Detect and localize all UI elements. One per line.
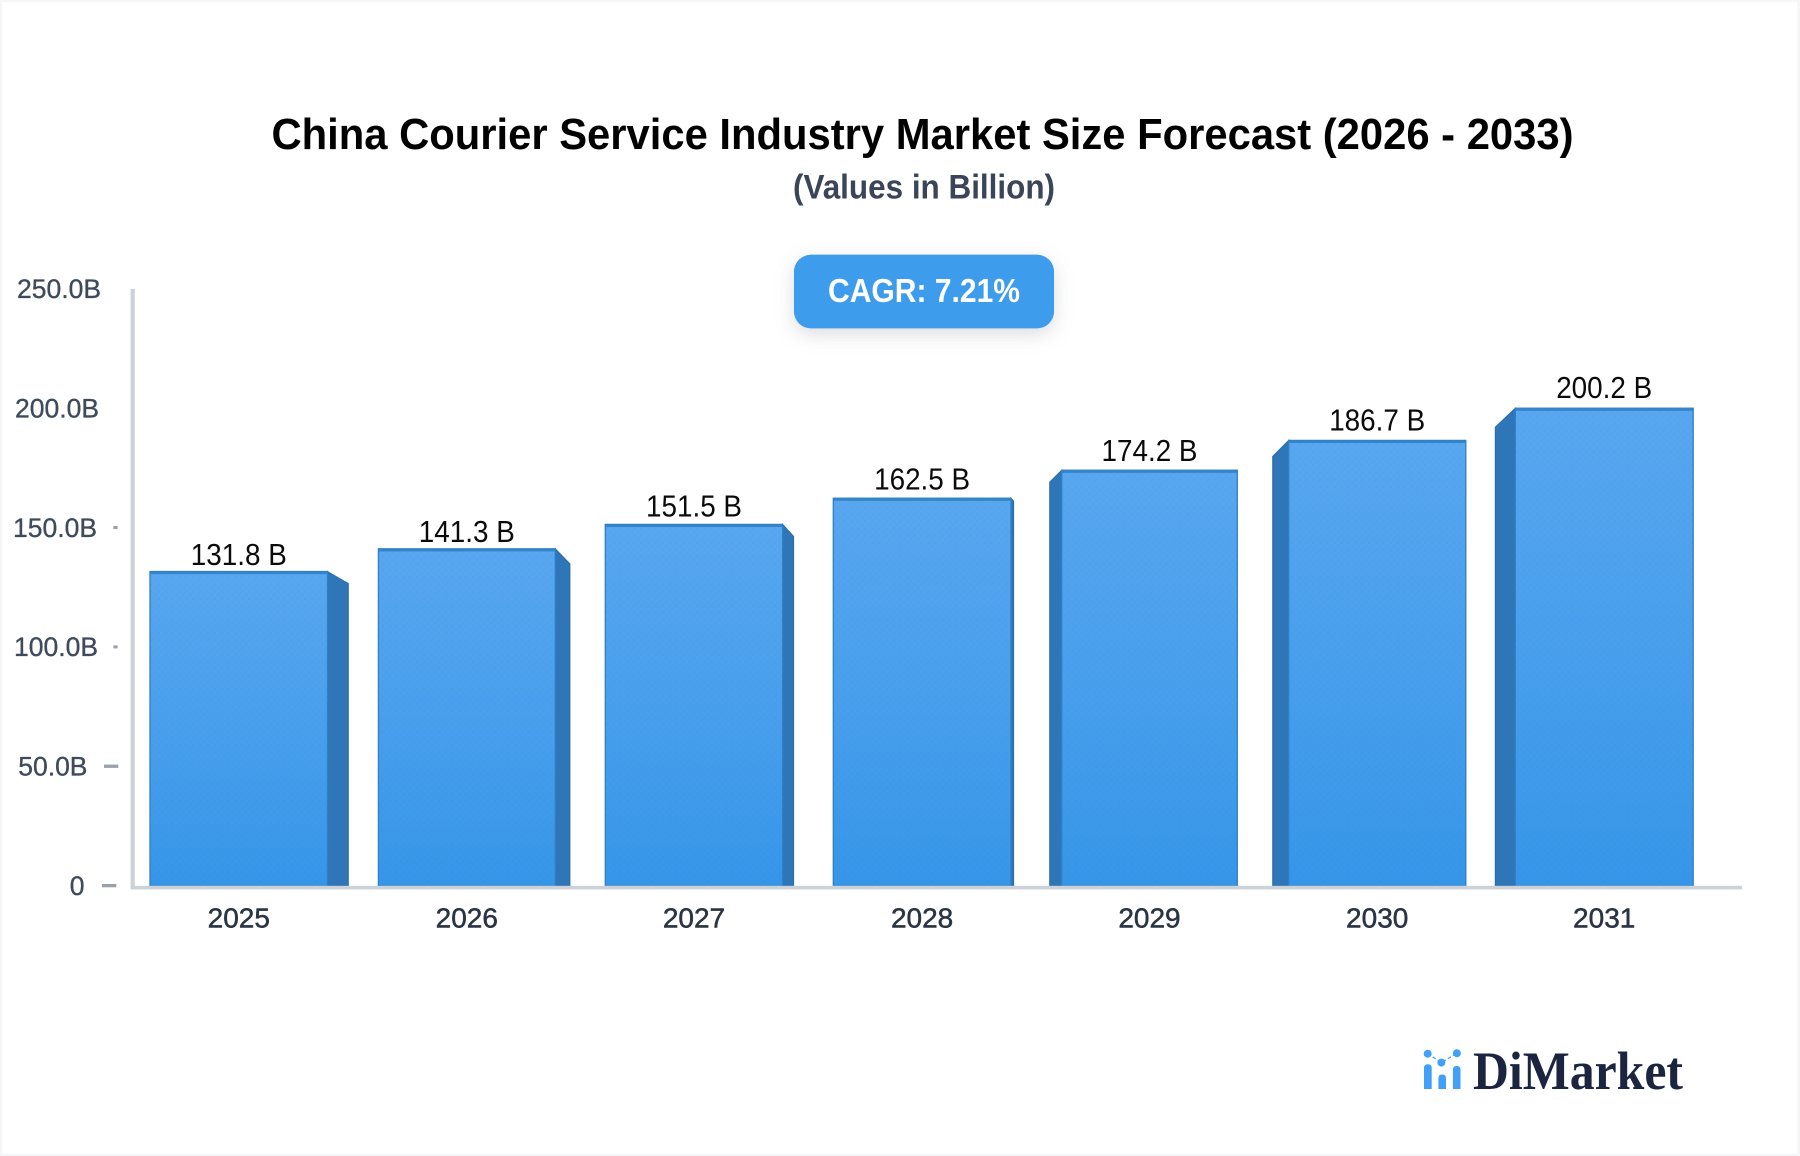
svg-text:200.0B: 200.0B [15,393,99,423]
svg-text:CAGR: 7.21%: CAGR: 7.21% [828,272,1020,309]
svg-text:151.5 B: 151.5 B [646,490,742,524]
svg-text:250.0B: 250.0B [17,274,101,304]
svg-text:50.0B: 50.0B [18,752,87,782]
svg-text:0: 0 [70,871,85,901]
svg-text:China Courier Service Industry: China Courier Service Industry Market Si… [272,110,1574,159]
svg-text:186.7 B: 186.7 B [1329,403,1425,437]
svg-text:2025: 2025 [208,903,270,934]
svg-text:2029: 2029 [1118,903,1180,934]
svg-text:2027: 2027 [663,903,725,934]
svg-text:141.3 B: 141.3 B [419,515,515,549]
svg-text:2026: 2026 [436,903,498,934]
svg-text:DiMarket: DiMarket [1473,1041,1683,1101]
svg-text:(Values in Billion): (Values in Billion) [793,169,1055,207]
svg-text:131.8 B: 131.8 B [191,538,287,572]
svg-text:174.2 B: 174.2 B [1102,434,1198,468]
svg-text:162.5 B: 162.5 B [874,463,970,497]
svg-text:100.0B: 100.0B [14,632,98,662]
svg-text:2031: 2031 [1573,903,1635,934]
svg-text:200.2 B: 200.2 B [1556,371,1652,405]
svg-text:150.0B: 150.0B [13,513,97,543]
svg-text:2028: 2028 [891,903,953,934]
svg-text:2030: 2030 [1346,903,1408,934]
